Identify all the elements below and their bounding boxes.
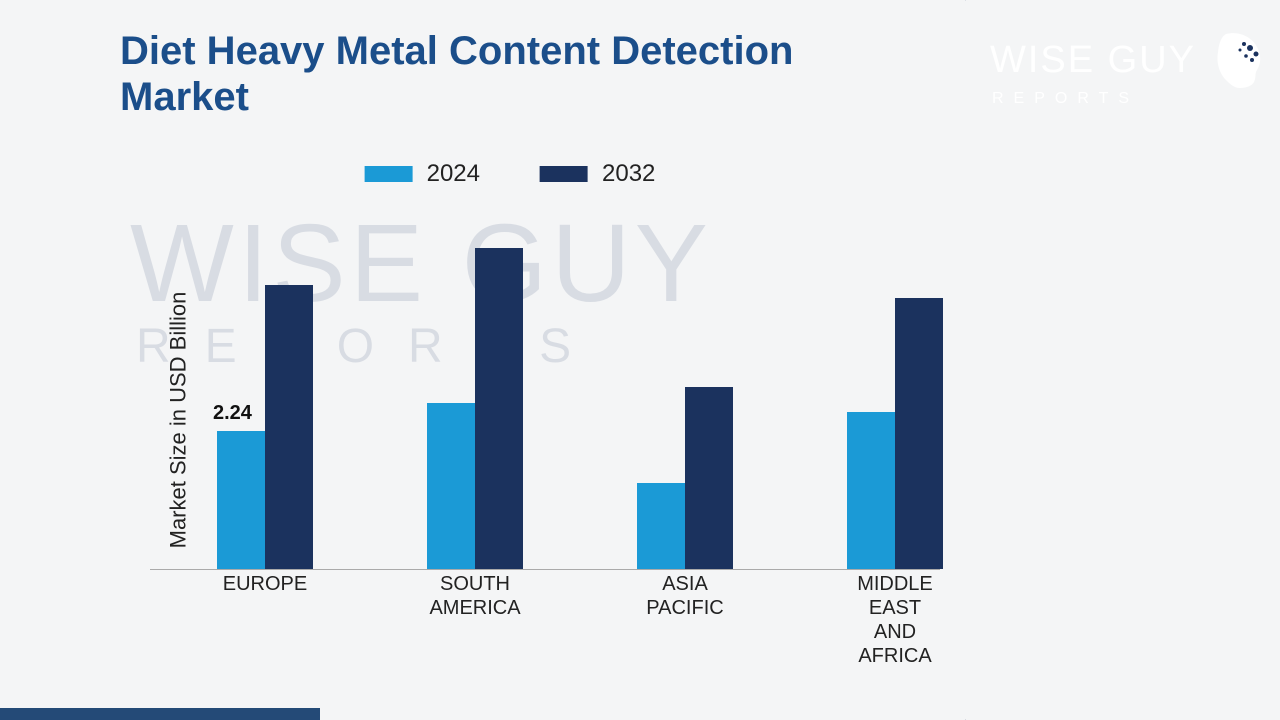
chart-title: Diet Heavy Metal Content Detection Marke… — [120, 28, 800, 120]
bar — [475, 248, 523, 569]
x-axis-label: EUROPE — [190, 572, 340, 596]
legend-label-2024: 2024 — [427, 160, 480, 188]
bar — [265, 285, 313, 569]
page-root: WISE GUY REPORTS WISE GUY REPORTS Diet H… — [0, 0, 1280, 720]
bar-value-label: 2.24 — [213, 402, 252, 425]
legend-item-2032: 2032 — [540, 160, 655, 188]
x-axis-label: ASIA PACIFIC — [610, 572, 760, 620]
legend-swatch-2032 — [540, 166, 588, 182]
bar — [637, 483, 685, 569]
legend-label-2032: 2032 — [602, 160, 655, 188]
legend-swatch-2024 — [365, 166, 413, 182]
bar — [685, 387, 733, 569]
chart-container: Market Size in USD Billion 2024 2032 2.2… — [60, 160, 960, 680]
bar-group — [840, 298, 950, 569]
head-profile-icon — [1206, 28, 1270, 92]
bar — [427, 403, 475, 570]
logo-main-text: WISE GUY — [990, 39, 1196, 82]
bar — [847, 412, 895, 569]
logo-sub-text: REPORTS — [992, 90, 1250, 108]
bar-group — [210, 285, 320, 569]
bar-group — [420, 248, 530, 569]
legend: 2024 2032 — [365, 160, 656, 188]
x-axis-label: MIDDLE EAST AND AFRICA — [820, 572, 970, 668]
x-axis-label: SOUTH AMERICA — [400, 572, 550, 620]
bottom-accent-bar — [0, 708, 320, 720]
bar — [895, 298, 943, 569]
legend-item-2024: 2024 — [365, 160, 480, 188]
brand-logo: WISE GUY REPORTS — [990, 28, 1250, 108]
bar — [217, 431, 265, 569]
plot-area: 2.24 — [150, 200, 940, 570]
bar-group — [630, 387, 740, 569]
